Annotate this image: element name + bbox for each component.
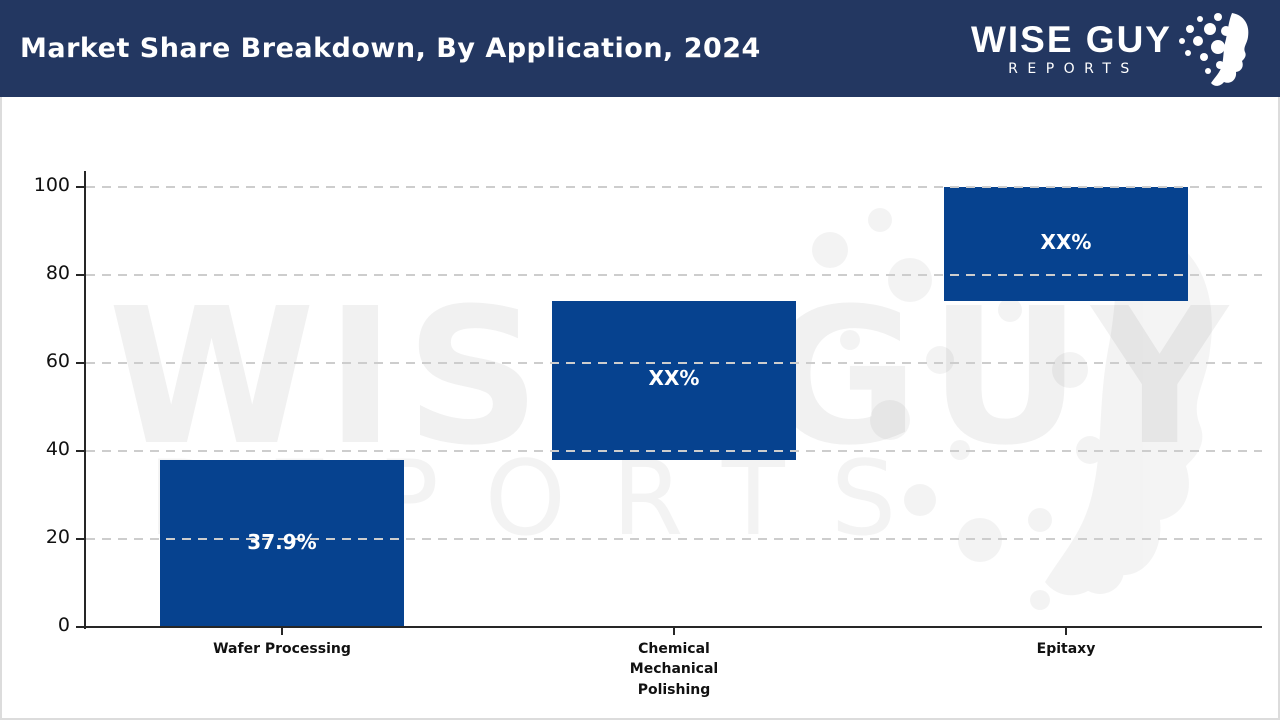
y-gridline: [86, 450, 1262, 452]
y-tick-mark: [76, 186, 84, 188]
bar-value-label: XX%: [1040, 229, 1092, 254]
y-tick-label: 0: [57, 614, 70, 636]
x-category-label: Wafer Processing: [213, 641, 351, 657]
wiseguy-logo: WISE GUY REPORTS: [971, 7, 1252, 91]
y-tick-mark: [76, 450, 84, 452]
x-tick-mark: [673, 628, 675, 635]
bar-value-label: 37.9%: [247, 529, 317, 554]
y-tick-label: 60: [45, 350, 70, 372]
bar-value-label: XX%: [648, 366, 700, 391]
y-axis-spine: [84, 171, 86, 629]
y-tick-label: 80: [45, 262, 70, 284]
x-axis-spine: [86, 626, 1262, 628]
y-tick-mark: [76, 538, 84, 540]
x-category-label: Epitaxy: [1036, 641, 1096, 657]
page-title: Market Share Breakdown, By Application, …: [20, 33, 761, 64]
market-share-bar: [944, 187, 1188, 301]
y-tick-label: 100: [33, 174, 70, 196]
logo-subtext: REPORTS: [1008, 61, 1139, 77]
y-tick-label: 40: [45, 438, 70, 460]
x-tick-mark: [281, 628, 283, 635]
y-gridline: [86, 274, 1262, 276]
y-gridline: [86, 362, 1262, 364]
market-share-bar: [552, 300, 796, 461]
market-share-bar: [160, 460, 404, 627]
y-tick-mark: [76, 274, 84, 276]
x-tick-mark: [1065, 628, 1067, 635]
y-gridline: [86, 186, 1262, 188]
y-gridline: [86, 538, 1262, 540]
x-category-label: Chemical Mechanical Polishing: [629, 641, 719, 698]
y-tick-label: 20: [45, 526, 70, 548]
y-tick-mark: [76, 626, 84, 628]
logo-text: WISE GUY REPORTS: [971, 21, 1172, 76]
y-tick-mark: [76, 362, 84, 364]
logo-wordmark: WISE GUY: [970, 19, 1172, 60]
header-bar: Market Share Breakdown, By Application, …: [0, 0, 1280, 97]
dotted-face-icon: [1179, 12, 1249, 86]
